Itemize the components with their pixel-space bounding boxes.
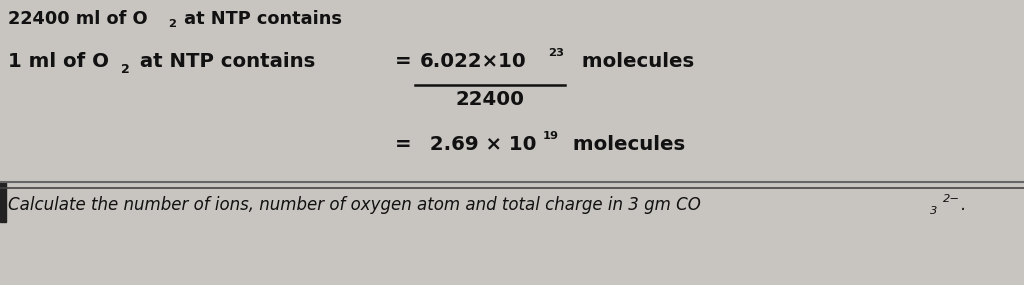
Text: 2: 2 [121,63,130,76]
Text: 2.69 × 10: 2.69 × 10 [423,135,537,154]
Text: 22400 ml of O: 22400 ml of O [8,10,147,28]
Text: at NTP contains: at NTP contains [133,52,315,71]
Text: 23: 23 [548,48,564,58]
Text: 22400: 22400 [456,90,524,109]
Text: 19: 19 [543,131,559,141]
Text: =: = [395,52,412,71]
Text: at NTP contains: at NTP contains [178,10,342,28]
Text: .: . [961,196,966,214]
Text: 1 ml of O: 1 ml of O [8,52,109,71]
Text: molecules: molecules [575,52,694,71]
Text: 3: 3 [930,206,937,216]
Text: molecules: molecules [566,135,685,154]
Text: 2−: 2− [943,194,961,204]
Bar [0,182,6,222]
Text: =: = [395,135,412,154]
Text: 2: 2 [168,19,176,29]
Text: Calculate the number of ions, number of oxygen atom and total charge in 3 gm CO: Calculate the number of ions, number of … [8,196,700,214]
Text: 6.022×10: 6.022×10 [420,52,526,71]
